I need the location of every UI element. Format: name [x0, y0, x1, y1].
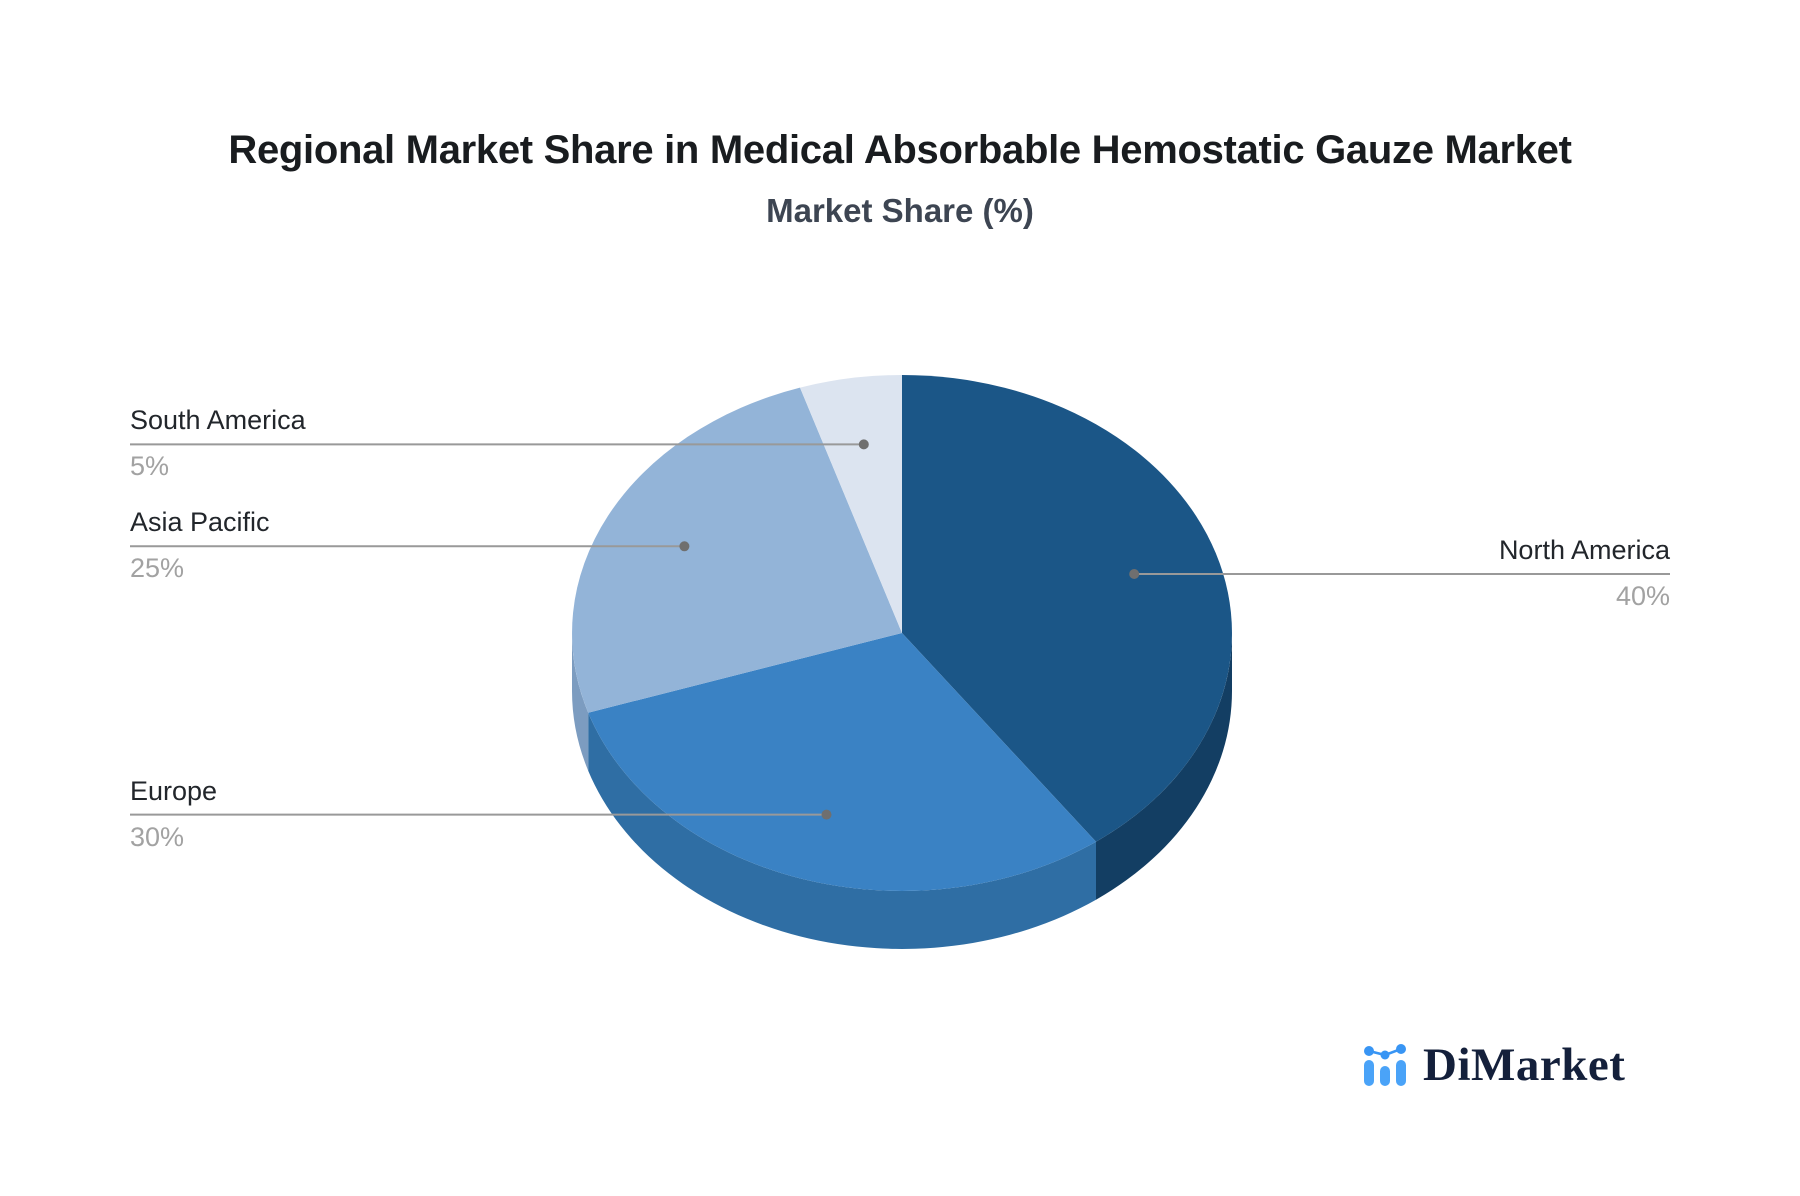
callout-percent-europe: 30%: [130, 821, 185, 852]
callout-percent-asia-pacific: 25%: [130, 553, 185, 584]
pie-slice-europe: [588, 633, 1096, 891]
chart-subtitle: Market Share (%): [766, 192, 1034, 229]
callout-percent-north-america: 40%: [1615, 581, 1670, 611]
bar-chart-logo-icon: [1364, 1044, 1406, 1086]
pie-slice-north-america: [902, 375, 1232, 842]
pie-slice-side-asia-pacific: [572, 633, 589, 771]
callout-label-south-america: South America: [130, 405, 306, 436]
pie-slice-side-north-america: [1096, 633, 1232, 900]
pie-slice-side-europe: [588, 712, 1096, 949]
leader-dot-south-america: [858, 439, 869, 450]
leader-dot-europe: [821, 809, 832, 820]
leader-dot-asia-pacific: [679, 541, 690, 552]
leader-dot-north-america: [1129, 569, 1140, 579]
pie-slice-asia-pacific: [572, 387, 902, 713]
callout-percent-south-america: 5%: [130, 451, 170, 482]
dimarket-logo: DiMarket: [1364, 1036, 1625, 1094]
callout-label-europe: Europe: [130, 775, 218, 806]
callout-label-asia-pacific: Asia Pacific: [130, 507, 270, 538]
callout-label-north-america: North America: [1498, 535, 1670, 565]
chart-title: Regional Market Share in Medical Absorba…: [228, 128, 1572, 172]
logo-text: DiMarket: [1423, 1038, 1626, 1091]
pie-slice-south-america: [800, 374, 902, 633]
